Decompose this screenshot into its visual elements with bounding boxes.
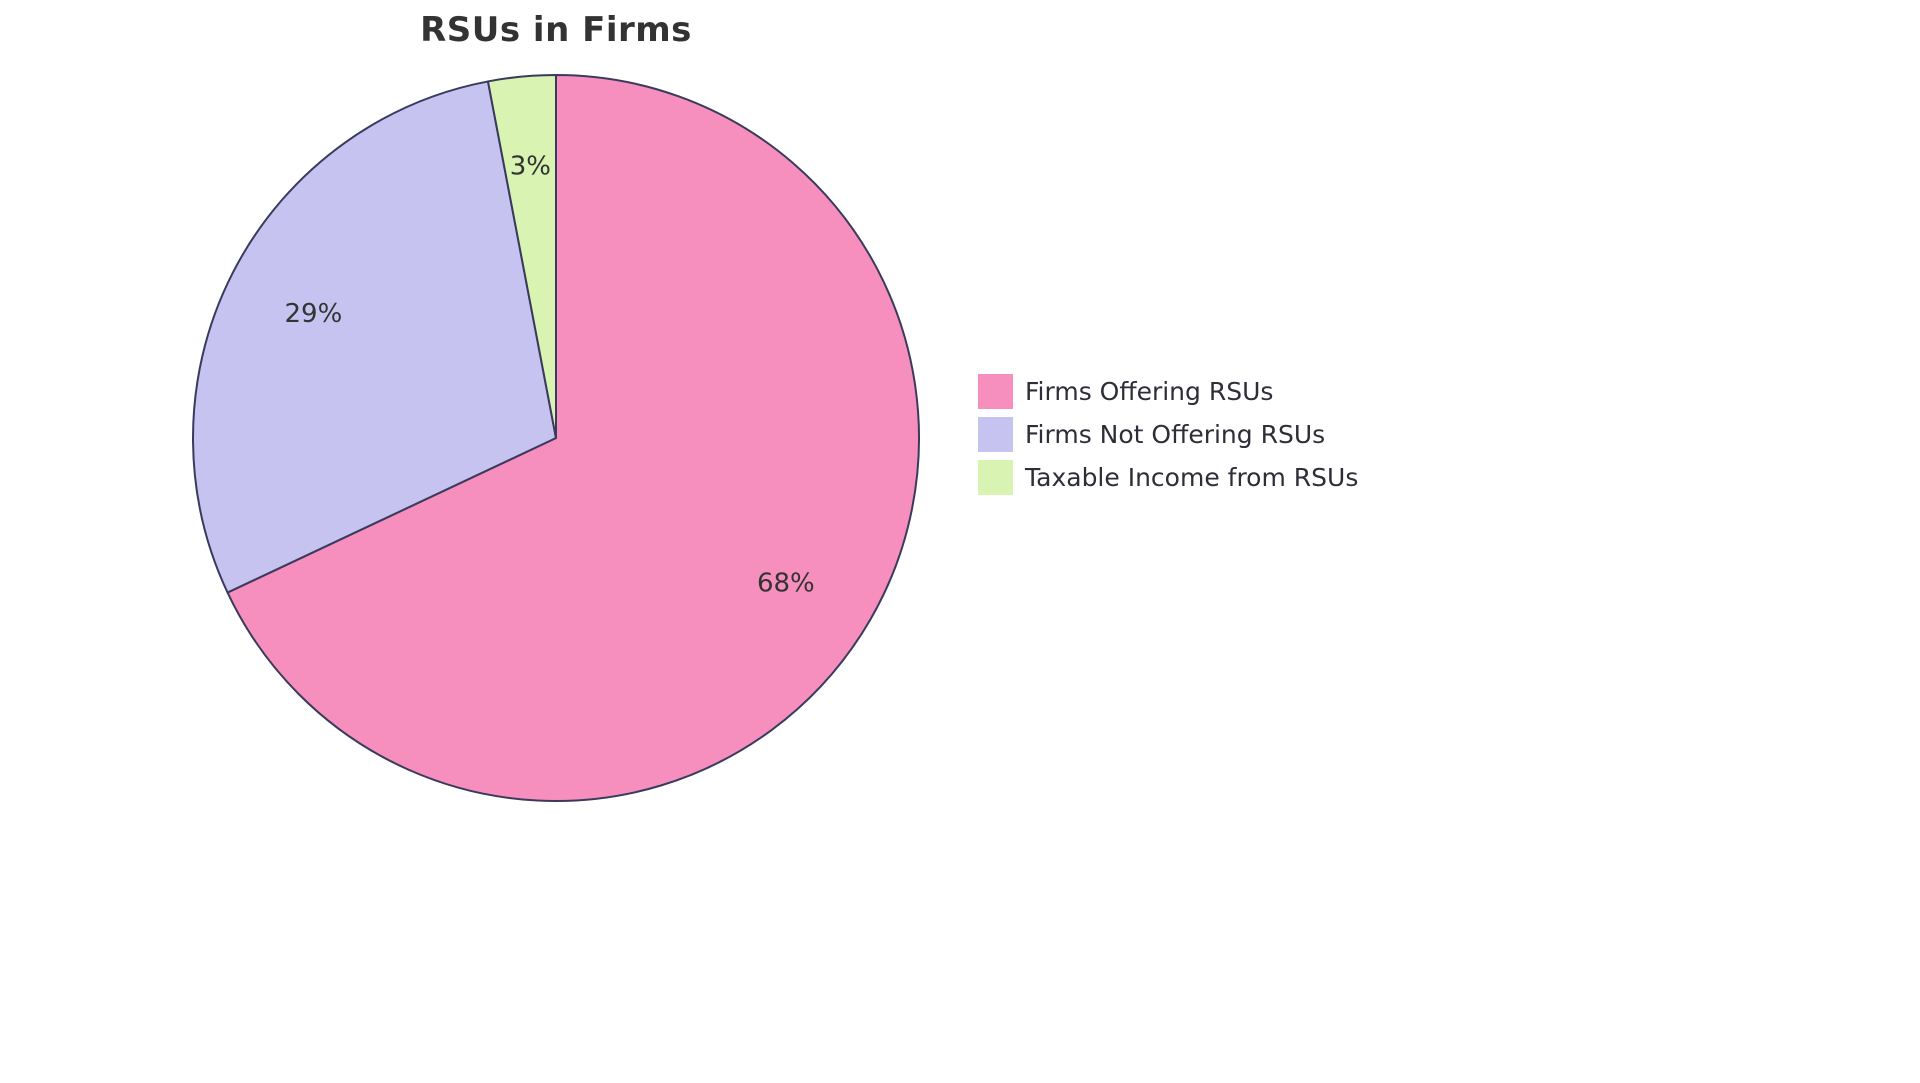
slice-percentage-label: 29% xyxy=(285,299,343,329)
pie-slice xyxy=(486,74,557,439)
slice-percentage-label: 68% xyxy=(757,568,815,598)
legend-label: Firms Not Offering RSUs xyxy=(1025,420,1326,449)
legend: Firms Offering RSUs Firms Not Offering R… xyxy=(978,374,1358,503)
legend-swatch xyxy=(978,374,1013,409)
legend-item: Firms Offering RSUs xyxy=(978,374,1358,409)
legend-item: Firms Not Offering RSUs xyxy=(978,417,1358,452)
legend-label: Taxable Income from RSUs xyxy=(1025,463,1359,492)
legend-label: Firms Offering RSUs xyxy=(1025,377,1274,406)
legend-swatch xyxy=(978,417,1013,452)
chart-title: RSUs in Firms xyxy=(420,10,692,50)
legend-item: Taxable Income from RSUs xyxy=(978,460,1358,495)
pie-slice xyxy=(226,74,921,802)
pie-slice xyxy=(192,80,557,594)
legend-swatch xyxy=(978,460,1013,495)
slice-percentage-label: 3% xyxy=(510,151,551,181)
